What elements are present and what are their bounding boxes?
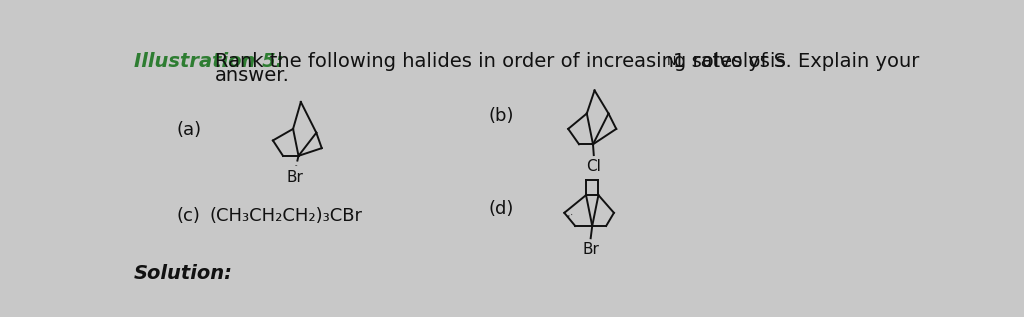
Text: Illustration 5:: Illustration 5:	[134, 52, 284, 71]
Text: (b): (b)	[488, 107, 514, 125]
Text: 1 solvolysis. Explain your: 1 solvolysis. Explain your	[673, 52, 920, 71]
Text: Br: Br	[583, 242, 599, 257]
Text: answer.: answer.	[215, 66, 290, 85]
Text: (d): (d)	[488, 200, 514, 218]
Text: (a): (a)	[176, 121, 201, 139]
Text: Br: Br	[286, 170, 303, 185]
Text: Rank the following halides in order of increasing rates of S: Rank the following halides in order of i…	[215, 52, 786, 71]
Text: Solution:: Solution:	[134, 264, 233, 283]
Text: (CH₃CH₂CH₂)₃CBr: (CH₃CH₂CH₂)₃CBr	[209, 207, 362, 225]
Text: N: N	[667, 55, 676, 68]
Text: Cl: Cl	[587, 159, 601, 174]
Text: (c): (c)	[176, 207, 200, 225]
